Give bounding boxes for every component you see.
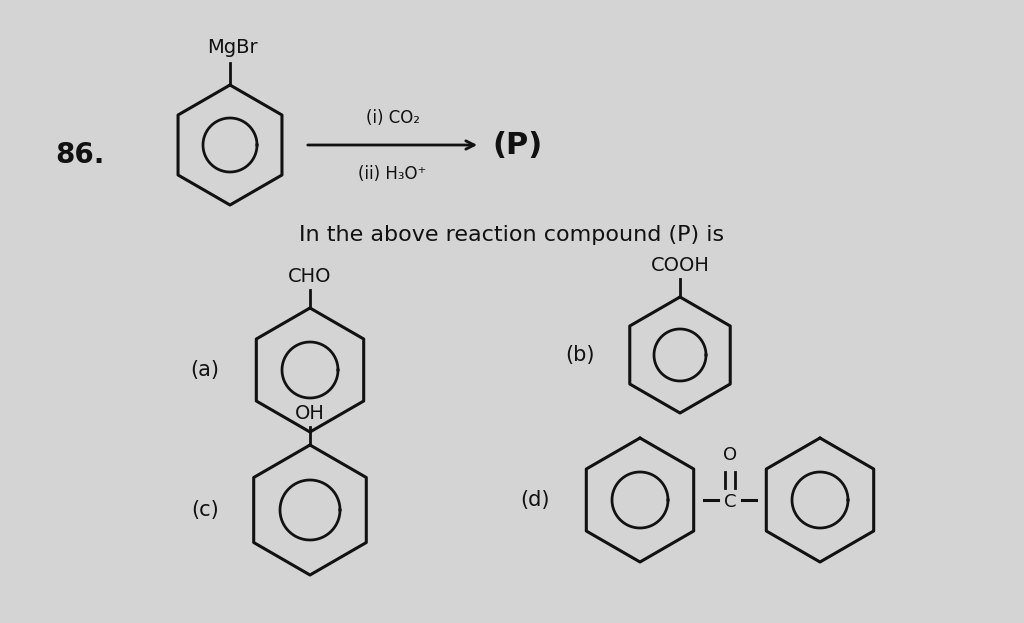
Text: O: O	[723, 446, 737, 464]
Text: (i) CO₂: (i) CO₂	[366, 109, 420, 127]
Text: MgBr: MgBr	[207, 38, 257, 57]
Text: COOH: COOH	[650, 256, 710, 275]
Text: (P): (P)	[492, 130, 543, 159]
Text: 86.: 86.	[55, 141, 104, 169]
Text: In the above reaction compound (P) is: In the above reaction compound (P) is	[299, 225, 725, 245]
Text: (ii) H₃O⁺: (ii) H₃O⁺	[358, 165, 427, 183]
Text: (a): (a)	[190, 360, 219, 380]
Text: C: C	[724, 493, 736, 511]
Text: (b): (b)	[565, 345, 595, 365]
Text: (d): (d)	[520, 490, 550, 510]
Text: CHO: CHO	[288, 267, 332, 286]
Text: (c): (c)	[191, 500, 219, 520]
Text: OH: OH	[295, 404, 325, 423]
